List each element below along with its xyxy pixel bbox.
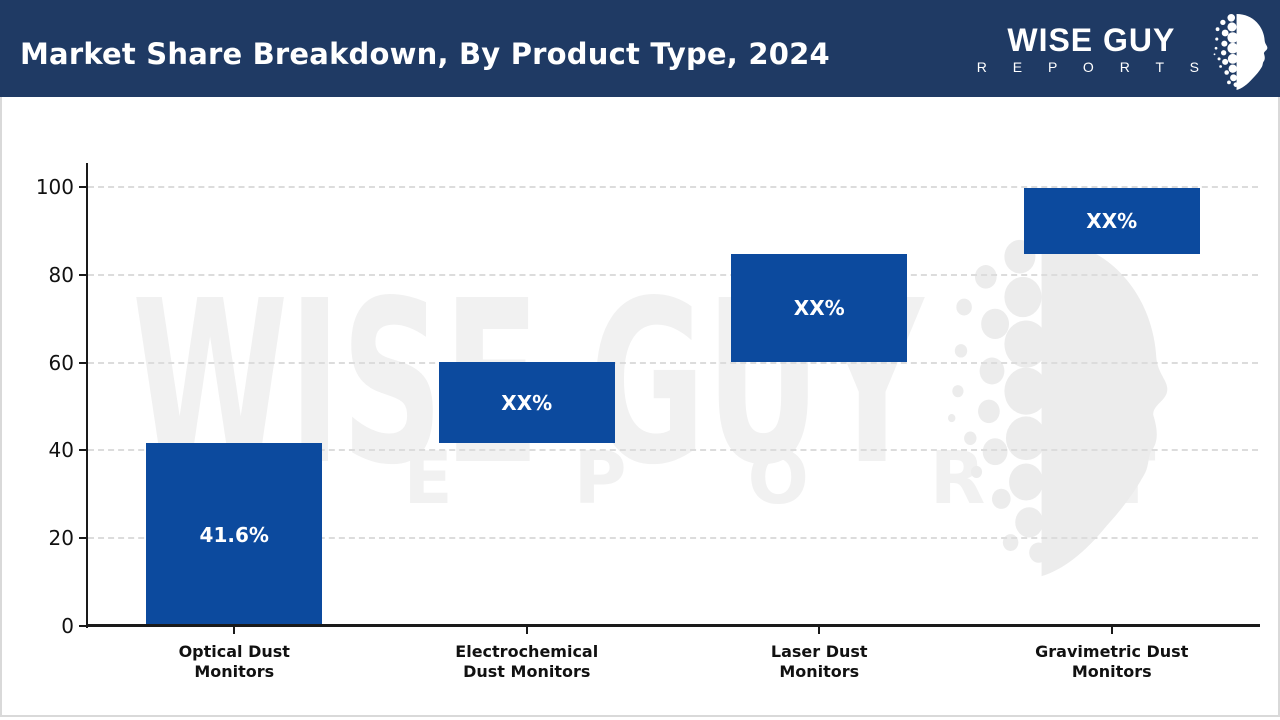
bar-4: XX% [1023,187,1200,254]
bar-2: XX% [438,361,615,444]
wiseguy-logo: WISE GUY R E P O R T S [973,10,1270,94]
x-axis-category-label: Optical Dust Monitors [178,642,290,681]
x-axis-tick [1110,627,1113,634]
x-axis-tick [525,627,528,634]
plot-area: 0 20 40 60 80 100 41.6% Optical Dust Monitors XX… [36,163,1260,681]
gridline [88,537,1258,540]
chart-region: WISE GUY R E P O R T S 0 20 40 60 80 100 41.6%… [0,97,1280,717]
bar-value-label: XX% [793,295,845,320]
logo-brand-name: WISE GUY [1007,22,1176,58]
y-axis-tick [79,625,87,627]
gridline [88,185,1258,188]
bar-3: XX% [731,253,908,362]
y-axis-tick [79,273,87,276]
wiseguy-logo-text: WISE GUY R E P O R T S [973,10,1210,74]
y-axis-tick-label: 20 [48,526,74,551]
x-axis-line [86,624,1260,627]
y-axis-tick [79,185,87,188]
y-axis-line [86,163,88,628]
x-axis-category-label: Gravimetric Dust Monitors [1035,642,1189,681]
gridline [88,273,1258,276]
y-axis-tick-label: 40 [48,438,74,463]
page-title: Market Share Breakdown, By Product Type,… [20,36,830,71]
y-axis-tick [79,537,87,540]
head-profile-logo-icon [1213,14,1268,90]
y-axis-tick-label: 100 [35,174,74,199]
x-axis-category-label: Laser Dust Monitors [770,642,868,681]
x-axis-category-label: Electrochemical Dust Monitors [455,642,599,681]
logo-brand-subtitle: R E P O R T S [976,59,1210,75]
y-axis-tick-label: 80 [48,262,74,287]
bar-value-label: XX% [1086,208,1138,233]
bar-1: 41.6% [146,443,323,626]
x-axis-tick [818,627,821,634]
y-axis-tick [79,361,87,364]
bar-value-label: XX% [501,390,553,415]
watermark-head-icon [947,239,1168,577]
x-axis-tick [233,627,236,634]
y-axis-tick-label: 60 [48,350,74,375]
y-axis-tick-label: 0 [61,614,74,638]
y-axis-tick [79,449,87,452]
bar-value-label: 41.6% [199,522,269,547]
gridline [88,449,1258,452]
header-bar: Market Share Breakdown, By Product Type,… [0,0,1280,97]
gridline [88,361,1258,364]
